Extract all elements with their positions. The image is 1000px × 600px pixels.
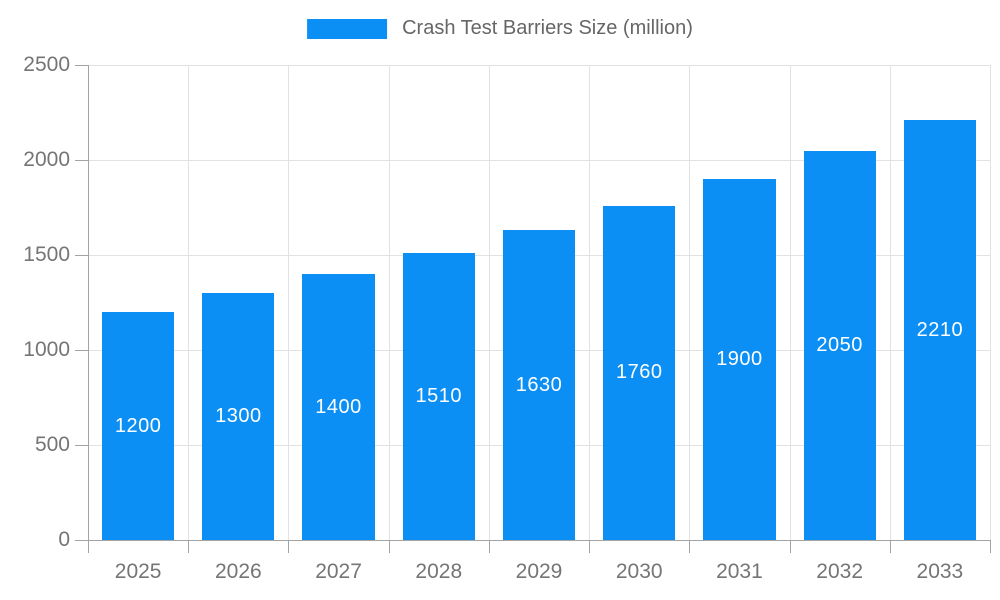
x-tick-mark — [388, 540, 390, 553]
bar: 2210 — [903, 120, 976, 540]
bar: 1300 — [202, 293, 275, 540]
bar: 1400 — [302, 274, 375, 540]
chart-legend: Crash Test Barriers Size (million) — [307, 17, 693, 40]
bar-value-label: 1400 — [315, 395, 362, 418]
bar-value-label: 1200 — [114, 414, 162, 437]
bar: 1630 — [502, 230, 576, 540]
bar-value-label: 1300 — [215, 405, 262, 427]
bar-value-label: 2210 — [916, 318, 964, 341]
x-gridline — [589, 65, 591, 540]
x-gridline — [990, 65, 991, 540]
bar: 1510 — [402, 253, 475, 540]
bar-value-label: 1900 — [716, 348, 763, 370]
y-tick-label: 0 — [58, 528, 70, 551]
x-gridline — [488, 65, 490, 540]
x-tick-mark — [689, 540, 691, 553]
x-tick-mark — [589, 540, 591, 553]
x-gridline — [689, 65, 691, 540]
y-tick-label: 500 — [34, 433, 70, 456]
y-tick-mark — [75, 350, 88, 351]
bar-value-label: 1510 — [415, 385, 463, 408]
x-tick-mark — [488, 540, 490, 553]
y-tick-mark — [75, 65, 88, 66]
x-tick-mark — [990, 540, 991, 553]
x-gridline — [789, 65, 791, 540]
x-gridline — [188, 65, 190, 540]
y-tick-mark — [75, 445, 88, 446]
y-tick-label: 2500 — [23, 53, 70, 76]
y-gridline — [88, 65, 990, 66]
x-tick-label: 2030 — [615, 560, 663, 583]
x-tick-label: 2027 — [315, 560, 362, 583]
x-gridline — [288, 65, 290, 540]
x-tick-label: 2025 — [114, 560, 162, 583]
x-tick-mark — [288, 540, 290, 553]
bar-value-label: 1760 — [615, 361, 663, 384]
y-tick-mark — [75, 255, 88, 256]
bar: 1200 — [102, 312, 175, 540]
bar: 1760 — [603, 205, 676, 540]
legend-swatch — [307, 18, 388, 39]
y-tick-label: 2000 — [23, 148, 70, 171]
bar-value-label: 1630 — [515, 373, 563, 396]
x-tick-mark — [188, 540, 190, 553]
legend-label: Crash Test Barriers Size (million) — [402, 17, 693, 39]
y-axis-line — [88, 65, 89, 553]
x-tick-mark — [889, 540, 891, 553]
x-tick-label: 2029 — [515, 560, 563, 583]
bar: 1900 — [703, 179, 776, 540]
bar-value-label: 2050 — [816, 333, 863, 356]
x-gridline — [388, 65, 390, 540]
y-gridline — [88, 160, 990, 161]
x-tick-mark — [789, 540, 791, 553]
y-tick-label: 1500 — [23, 243, 70, 266]
y-tick-mark — [75, 160, 88, 161]
x-tick-label: 2033 — [916, 560, 964, 583]
y-tick-mark — [75, 540, 88, 541]
x-tick-label: 2031 — [716, 560, 763, 583]
y-tick-label: 1000 — [23, 338, 70, 361]
x-tick-label: 2032 — [816, 560, 864, 583]
x-axis-line — [88, 540, 990, 541]
x-gridline — [889, 65, 891, 540]
plot-area: 0 500 1000 1500 2000 2500 1200 2025 1300 2026 1400… — [23, 53, 991, 583]
x-tick-label: 2026 — [214, 560, 262, 583]
bar: 2050 — [803, 150, 876, 540]
x-tick-label: 2028 — [415, 560, 463, 583]
